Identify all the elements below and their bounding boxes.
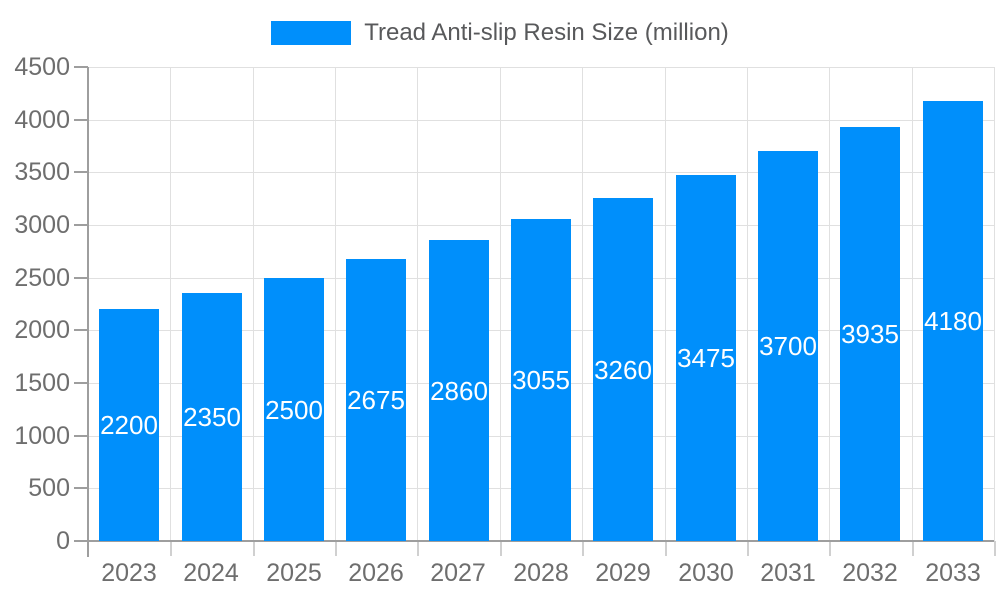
x-tick-label: 2032	[842, 559, 898, 587]
x-tick	[253, 541, 255, 556]
y-tick	[74, 487, 88, 489]
x-tick-label: 2026	[348, 559, 404, 587]
gridline-v	[335, 67, 336, 541]
bar	[99, 309, 159, 541]
y-tick	[74, 119, 88, 121]
bar	[840, 127, 900, 541]
gridline-v	[829, 67, 830, 541]
y-tick	[74, 224, 88, 226]
bar	[511, 219, 571, 541]
x-tick-label: 2033	[925, 559, 981, 587]
x-tick-label: 2024	[183, 559, 239, 587]
y-tick-label: 500	[28, 474, 70, 502]
y-tick-label: 3500	[14, 158, 70, 186]
bar-value-label: 3935	[841, 319, 899, 349]
bar-value-label: 4180	[924, 306, 982, 336]
bar-value-label: 3260	[594, 355, 652, 385]
legend-swatch	[271, 21, 352, 45]
x-tick-label: 2031	[760, 559, 816, 587]
gridline-v	[170, 67, 171, 541]
bar	[923, 101, 983, 541]
gridline-v	[747, 67, 748, 541]
bar	[758, 151, 818, 541]
gridline-v	[582, 67, 583, 541]
y-tick	[74, 66, 88, 68]
legend: Tread Anti-slip Resin Size (million)	[0, 21, 1000, 45]
y-tick	[74, 277, 88, 279]
gridline-v	[417, 67, 418, 541]
bar	[182, 293, 242, 541]
bar-value-label: 3700	[759, 331, 817, 361]
y-tick-label: 0	[56, 527, 70, 555]
gridline-v	[994, 67, 995, 541]
legend-label: Tread Anti-slip Resin Size (million)	[364, 19, 729, 46]
gridline-h	[88, 172, 994, 173]
x-tick	[829, 541, 831, 556]
x-tick	[912, 541, 914, 556]
bar-value-label: 2200	[100, 410, 158, 440]
x-tick	[335, 541, 337, 556]
bar	[593, 198, 653, 541]
x-axis-line	[74, 540, 994, 542]
x-tick-label: 2023	[101, 559, 157, 587]
bar-value-label: 2675	[347, 385, 405, 415]
x-tick-label: 2025	[266, 559, 322, 587]
x-tick	[747, 541, 749, 556]
y-axis-line	[87, 67, 89, 557]
x-tick	[170, 541, 172, 556]
y-tick-label: 4000	[14, 106, 70, 134]
x-tick-label: 2030	[678, 559, 734, 587]
y-tick-label: 1500	[14, 369, 70, 397]
y-tick-label: 2500	[14, 264, 70, 292]
gridline-v	[253, 67, 254, 541]
bar-value-label: 2350	[183, 402, 241, 432]
bar-value-label: 3475	[677, 343, 735, 373]
y-tick	[74, 171, 88, 173]
y-tick	[74, 329, 88, 331]
bar-value-label: 2860	[430, 376, 488, 406]
x-tick-label: 2027	[430, 559, 486, 587]
bar-value-label: 2500	[265, 395, 323, 425]
y-tick-label: 3000	[14, 211, 70, 239]
bar	[346, 259, 406, 541]
x-tick	[500, 541, 502, 556]
y-tick-label: 4500	[14, 53, 70, 81]
bar	[264, 278, 324, 541]
bar-value-label: 3055	[512, 365, 570, 395]
gridline-v	[665, 67, 666, 541]
bar	[429, 240, 489, 541]
y-tick-label: 1000	[14, 422, 70, 450]
gridline-v	[912, 67, 913, 541]
x-tick	[665, 541, 667, 556]
gridline-v	[500, 67, 501, 541]
bar	[676, 175, 736, 541]
x-tick	[417, 541, 419, 556]
y-tick	[74, 435, 88, 437]
x-tick	[994, 541, 996, 556]
x-tick-label: 2028	[513, 559, 569, 587]
x-tick-label: 2029	[595, 559, 651, 587]
y-tick	[74, 382, 88, 384]
gridline-h	[88, 67, 994, 68]
gridline-h	[88, 120, 994, 121]
y-tick-label: 2000	[14, 316, 70, 344]
x-tick	[582, 541, 584, 556]
